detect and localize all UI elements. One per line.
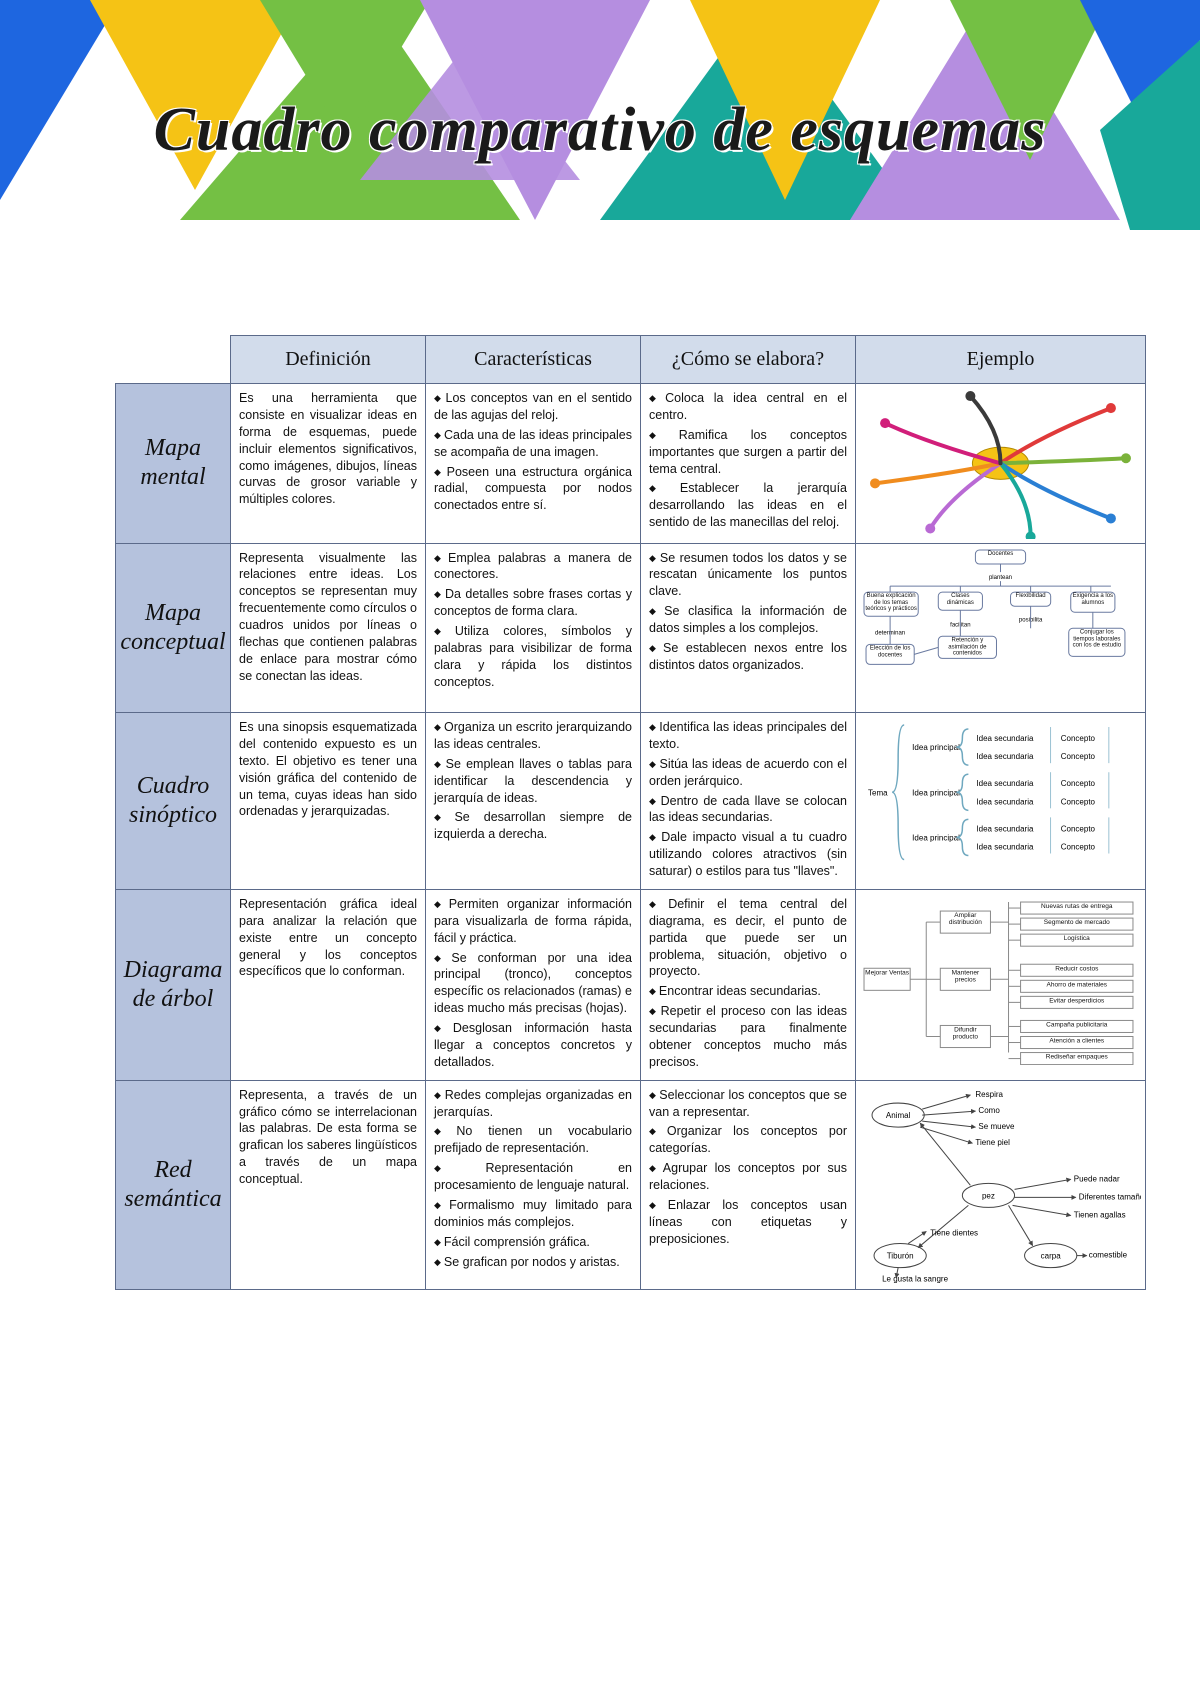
cell-como: Definir el tema central del diagrama, es… xyxy=(641,889,856,1080)
cell-como: Seleccionar los conceptos que se van a r… xyxy=(641,1080,856,1290)
svg-text:Tiburón: Tiburón xyxy=(887,1251,914,1260)
cell-definicion: Representa visualmente las relaciones en… xyxy=(231,543,426,713)
row-name: Mapaconceptual xyxy=(116,543,231,713)
cell-caracteristicas: Emplea palabras a manera de conectores.D… xyxy=(426,543,641,713)
svg-text:Idea secundaria: Idea secundaria xyxy=(976,797,1034,806)
svg-text:Respira: Respira xyxy=(975,1090,1003,1099)
cell-ejemplo: DocentesplanteanBuena explicación de los… xyxy=(856,543,1146,713)
cell-ejemplo xyxy=(856,384,1146,544)
cell-como: Se resumen todos los datos y se rescatan… xyxy=(641,543,856,713)
cell-caracteristicas: Redes complejas organizadas en jerarquía… xyxy=(426,1080,641,1290)
svg-text:Concepto: Concepto xyxy=(1061,752,1096,761)
row-name: Diagramade árbol xyxy=(116,889,231,1080)
svg-text:carpa: carpa xyxy=(1041,1251,1062,1260)
svg-text:Idea secundaria: Idea secundaria xyxy=(976,824,1034,833)
cell-definicion: Es una sinopsis esquematizada del conten… xyxy=(231,713,426,890)
svg-text:Idea principal: Idea principal xyxy=(912,834,960,843)
row-name: Mapamental xyxy=(116,384,231,544)
svg-text:Le gusta la sangre: Le gusta la sangre xyxy=(882,1274,948,1283)
table-row: Diagramade árbolRepresentación gráfica i… xyxy=(116,889,1146,1080)
cell-como: Identifica las ideas principales del tex… xyxy=(641,713,856,890)
svg-text:Diferentes tamaños: Diferentes tamaños xyxy=(1079,1192,1141,1201)
svg-text:Tema: Tema xyxy=(868,788,888,797)
cell-definicion: Representación gráfica ideal para analiz… xyxy=(231,889,426,1080)
cell-caracteristicas: Permiten organizar información para visu… xyxy=(426,889,641,1080)
svg-text:Se mueve: Se mueve xyxy=(978,1122,1015,1131)
table-row: MapamentalEs una herramienta que consist… xyxy=(116,384,1146,544)
cell-caracteristicas: Organiza un escrito jerarquizando las id… xyxy=(426,713,641,890)
cell-caracteristicas: Los conceptos van en el sentido de las a… xyxy=(426,384,641,544)
svg-text:Tiene piel: Tiene piel xyxy=(975,1138,1010,1147)
table-header-row: Definición Características ¿Cómo se elab… xyxy=(116,336,1146,384)
cell-ejemplo: Tema Idea principal Idea secundaria Concept… xyxy=(856,713,1146,890)
svg-text:Como: Como xyxy=(978,1106,1000,1115)
row-name: Redsemántica xyxy=(116,1080,231,1290)
svg-text:Puede nadar: Puede nadar xyxy=(1074,1174,1120,1183)
page-title: Cuadro comparativo de esquemas xyxy=(0,95,1200,166)
svg-text:Idea secundaria: Idea secundaria xyxy=(976,779,1034,788)
header-blank xyxy=(116,336,231,384)
col-como: ¿Cómo se elabora? xyxy=(641,336,856,384)
cell-ejemplo: Animal pez Tiburón carpa Respira Como Se mueve… xyxy=(856,1080,1146,1290)
svg-text:pez: pez xyxy=(982,1191,995,1200)
svg-text:Idea principal: Idea principal xyxy=(912,743,960,752)
svg-text:Idea secundaria: Idea secundaria xyxy=(976,752,1034,761)
svg-text:Tienen agallas: Tienen agallas xyxy=(1074,1210,1126,1219)
svg-text:Concepto: Concepto xyxy=(1061,779,1096,788)
cell-definicion: Es una herramienta que consiste en visua… xyxy=(231,384,426,544)
cell-ejemplo: Mejorar VentasAmpliar distribuciónManten… xyxy=(856,889,1146,1080)
col-ejemplo: Ejemplo xyxy=(856,336,1146,384)
svg-text:plantean: plantean xyxy=(989,575,1012,581)
svg-text:Idea secundaria: Idea secundaria xyxy=(976,843,1034,852)
table-row: MapaconceptualRepresenta visualmente las… xyxy=(116,543,1146,713)
col-caracteristicas: Características xyxy=(426,336,641,384)
row-name: Cuadrosinóptico xyxy=(116,713,231,890)
table-row: CuadrosinópticoEs una sinopsis esquemati… xyxy=(116,713,1146,890)
table-row: RedsemánticaRepresenta, a través de un g… xyxy=(116,1080,1146,1290)
cell-definicion: Representa, a través de un gráfico cómo … xyxy=(231,1080,426,1290)
col-definicion: Definición xyxy=(231,336,426,384)
svg-text:Tiene dientes: Tiene dientes xyxy=(930,1228,978,1237)
svg-text:Concepto: Concepto xyxy=(1061,797,1096,806)
svg-text:Idea secundaria: Idea secundaria xyxy=(976,734,1034,743)
svg-text:Animal: Animal xyxy=(886,1111,911,1120)
svg-text:Concepto: Concepto xyxy=(1061,824,1096,833)
svg-text:Concepto: Concepto xyxy=(1061,734,1096,743)
header-banner: Cuadro comparativo de esquemas xyxy=(0,0,1200,230)
cell-como: Coloca la idea central en el centro.Rami… xyxy=(641,384,856,544)
svg-text:Concepto: Concepto xyxy=(1061,843,1096,852)
comparison-table: Definición Características ¿Cómo se elab… xyxy=(115,335,1145,1290)
svg-text:Idea principal: Idea principal xyxy=(912,788,960,797)
svg-text:comestible: comestible xyxy=(1089,1250,1128,1259)
